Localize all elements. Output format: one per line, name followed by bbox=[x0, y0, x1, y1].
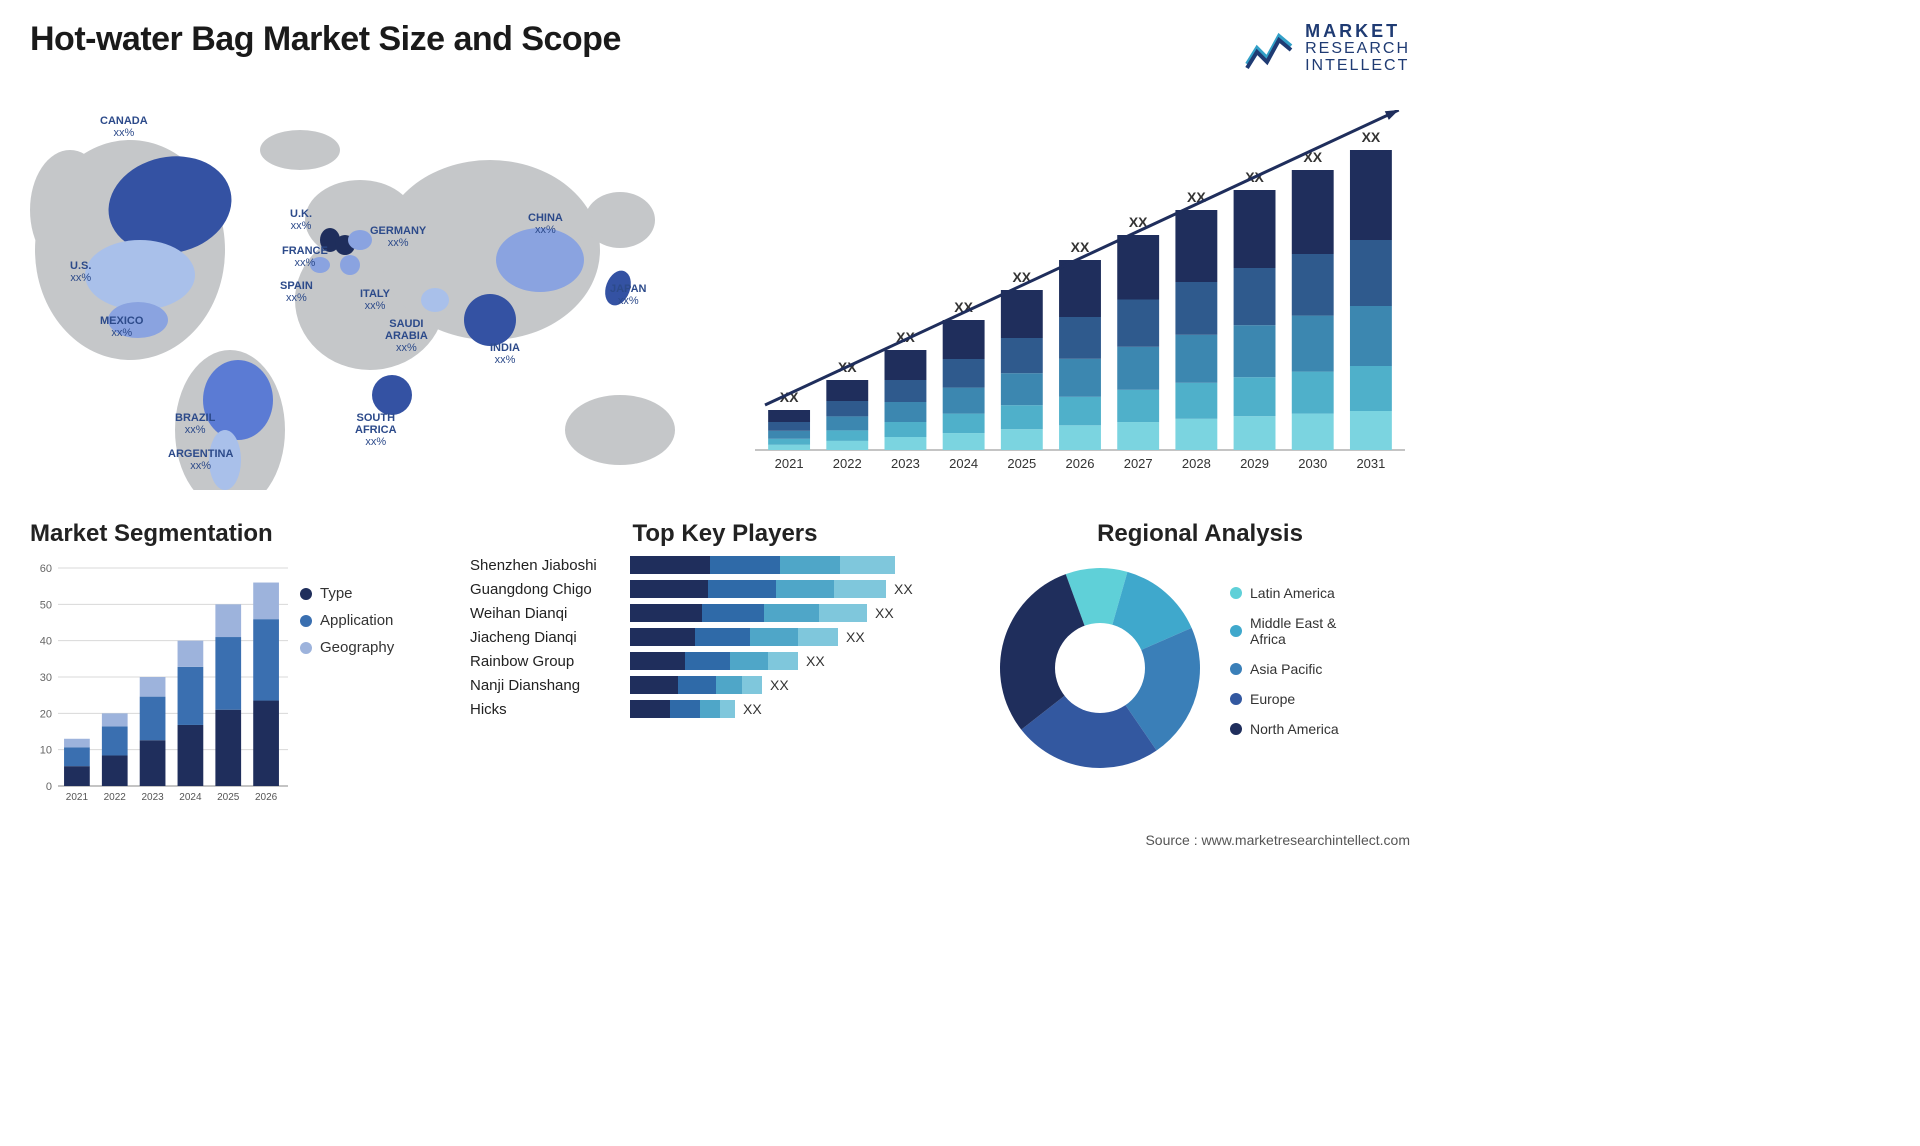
map-label: U.S.xx% bbox=[70, 260, 91, 284]
player-name: Shenzhen Jiaboshi bbox=[470, 557, 630, 574]
player-value: XX bbox=[770, 677, 789, 693]
player-row: Weihan Dianqi XX bbox=[470, 604, 980, 622]
players-section: Top Key Players Shenzhen Jiaboshi Guangdo… bbox=[470, 520, 980, 724]
player-row: Jiacheng Dianqi XX bbox=[470, 628, 980, 646]
map-label: JAPANxx% bbox=[610, 283, 646, 307]
segmentation-legend: Type Application Geography bbox=[300, 585, 394, 666]
player-row: Rainbow Group XX bbox=[470, 652, 980, 670]
logo-line3: INTELLECT bbox=[1305, 58, 1410, 75]
svg-text:60: 60 bbox=[40, 563, 52, 575]
player-bar bbox=[630, 652, 798, 670]
segmentation-title: Market Segmentation bbox=[30, 520, 450, 548]
player-bar bbox=[630, 628, 838, 646]
player-name: Guangdong Chigo bbox=[470, 581, 630, 598]
svg-text:2022: 2022 bbox=[104, 792, 127, 803]
player-name: Nanji Dianshang bbox=[470, 677, 630, 694]
map-label: BRAZILxx% bbox=[175, 412, 215, 436]
player-value: XX bbox=[806, 653, 825, 669]
svg-text:2030: 2030 bbox=[1298, 456, 1327, 471]
svg-text:2021: 2021 bbox=[66, 792, 89, 803]
map-label: CANADAxx% bbox=[100, 115, 148, 139]
logo-line2: RESEARCH bbox=[1305, 41, 1410, 58]
svg-text:2024: 2024 bbox=[179, 792, 202, 803]
legend-item: Europe bbox=[1230, 691, 1339, 707]
svg-text:2028: 2028 bbox=[1182, 456, 1211, 471]
svg-text:20: 20 bbox=[40, 708, 52, 720]
regional-section: Regional Analysis Latin America Middle Ea… bbox=[990, 520, 1410, 778]
player-row: Shenzhen Jiaboshi bbox=[470, 556, 980, 574]
svg-text:XX: XX bbox=[1362, 129, 1381, 145]
svg-text:40: 40 bbox=[40, 636, 52, 648]
map-label: FRANCExx% bbox=[282, 245, 328, 269]
svg-text:2025: 2025 bbox=[1007, 456, 1036, 471]
svg-text:2023: 2023 bbox=[891, 456, 920, 471]
player-name: Jiacheng Dianqi bbox=[470, 629, 630, 646]
growth-bar-chart: XX2021XX2022XX2023XX2024XX2025XX2026XX20… bbox=[730, 110, 1410, 480]
svg-text:XX: XX bbox=[1071, 239, 1090, 255]
svg-text:2029: 2029 bbox=[1240, 456, 1269, 471]
svg-text:2021: 2021 bbox=[775, 456, 804, 471]
svg-text:10: 10 bbox=[40, 745, 52, 757]
player-bar bbox=[630, 700, 735, 718]
player-value: XX bbox=[743, 701, 762, 717]
player-name: Weihan Dianqi bbox=[470, 605, 630, 622]
svg-text:2026: 2026 bbox=[1066, 456, 1095, 471]
logo-line1: MARKET bbox=[1305, 22, 1410, 41]
player-bar bbox=[630, 604, 867, 622]
svg-text:50: 50 bbox=[40, 599, 52, 611]
players-title: Top Key Players bbox=[470, 520, 980, 548]
player-bar bbox=[630, 580, 886, 598]
map-label: ITALYxx% bbox=[360, 288, 390, 312]
logo-icon bbox=[1245, 26, 1295, 70]
regional-legend: Latin America Middle East &Africa Asia Pac… bbox=[1230, 585, 1339, 751]
svg-text:2025: 2025 bbox=[217, 792, 240, 803]
regional-title: Regional Analysis bbox=[990, 520, 1410, 548]
map-label: SPAINxx% bbox=[280, 280, 313, 304]
legend-item: Geography bbox=[300, 639, 394, 656]
player-row: Nanji Dianshang XX bbox=[470, 676, 980, 694]
player-value: XX bbox=[894, 581, 913, 597]
legend-item: Middle East &Africa bbox=[1230, 615, 1339, 647]
svg-text:2031: 2031 bbox=[1356, 456, 1385, 471]
legend-item: North America bbox=[1230, 721, 1339, 737]
map-label: CHINAxx% bbox=[528, 212, 563, 236]
players-list: Shenzhen JiaboshiGuangdong ChigoXXWeihan… bbox=[470, 556, 980, 718]
map-label: INDIAxx% bbox=[490, 342, 520, 366]
segmentation-chart: 0 10 20 30 40 50 60 2021 2022 2023 2024 2025 2026 bbox=[30, 558, 290, 808]
world-map: CANADAxx% U.S.xx% MEXICOxx% BRAZILxx% ARGENT… bbox=[20, 90, 700, 490]
brand-logo: MARKET RESEARCH INTELLECT bbox=[1245, 22, 1410, 74]
legend-item: Latin America bbox=[1230, 585, 1339, 601]
player-name: Hicks bbox=[470, 701, 630, 718]
page-title: Hot-water Bag Market Size and Scope bbox=[30, 20, 621, 59]
svg-text:2026: 2026 bbox=[255, 792, 278, 803]
map-label: ARGENTINAxx% bbox=[168, 448, 233, 472]
player-bar bbox=[630, 676, 762, 694]
source-text: Source : www.marketresearchintellect.com bbox=[1145, 832, 1410, 848]
map-label: MEXICOxx% bbox=[100, 315, 143, 339]
player-row: Hicks XX bbox=[470, 700, 980, 718]
svg-text:2027: 2027 bbox=[1124, 456, 1153, 471]
legend-item: Application bbox=[300, 612, 394, 629]
map-label: SAUDIARABIAxx% bbox=[385, 318, 428, 354]
svg-text:2024: 2024 bbox=[949, 456, 978, 471]
svg-text:2022: 2022 bbox=[833, 456, 862, 471]
legend-item: Asia Pacific bbox=[1230, 661, 1339, 677]
legend-item: Type bbox=[300, 585, 394, 602]
player-name: Rainbow Group bbox=[470, 653, 630, 670]
map-label: GERMANYxx% bbox=[370, 225, 426, 249]
map-label: SOUTHAFRICAxx% bbox=[355, 412, 397, 448]
player-row: Guangdong Chigo XX bbox=[470, 580, 980, 598]
svg-text:0: 0 bbox=[46, 781, 52, 793]
player-value: XX bbox=[875, 605, 894, 621]
svg-text:2023: 2023 bbox=[141, 792, 164, 803]
svg-text:30: 30 bbox=[40, 672, 52, 684]
regional-donut bbox=[990, 558, 1210, 778]
player-bar bbox=[630, 556, 895, 574]
map-label: U.K.xx% bbox=[290, 208, 312, 232]
player-value: XX bbox=[846, 629, 865, 645]
